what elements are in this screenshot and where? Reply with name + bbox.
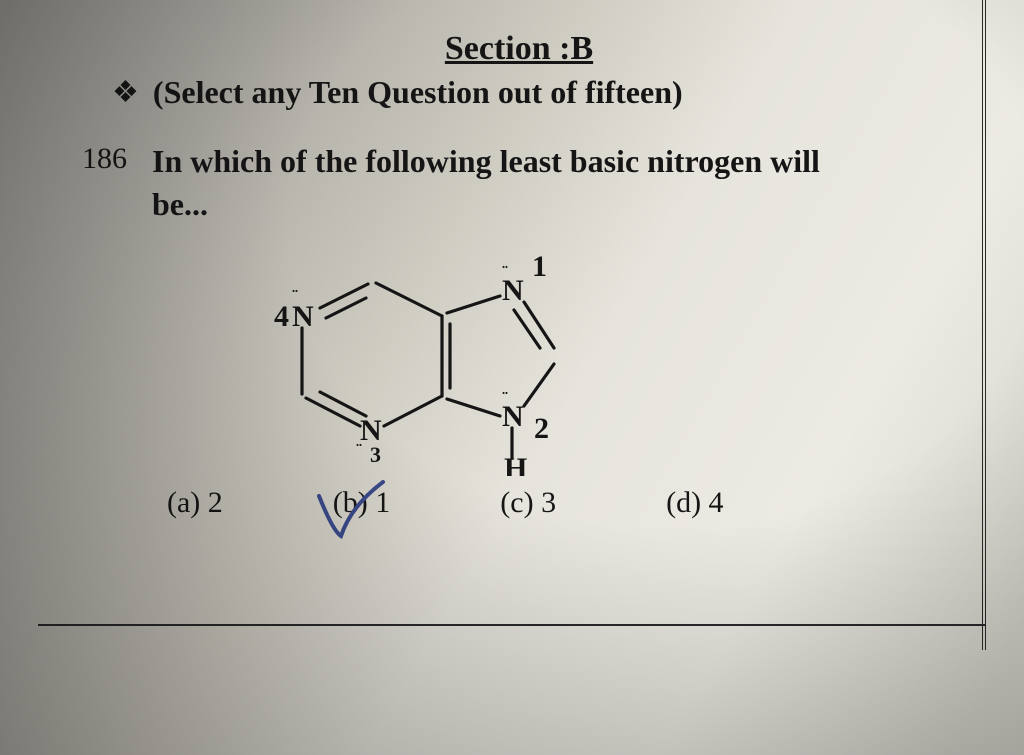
option-a[interactable]: (a) 2 xyxy=(167,486,223,520)
label-1: 1 xyxy=(532,250,547,283)
svg-text:¨: ¨ xyxy=(292,286,301,306)
instruction-row: ❖ (Select any Ten Question out of fiftee… xyxy=(112,74,956,112)
options-row: (a) 2 (b) 1 (c) 3 (d) 4 xyxy=(167,486,956,520)
svg-text:¨: ¨ xyxy=(356,440,365,460)
option-a-label: (a) 2 xyxy=(167,486,223,519)
question-number: 186 xyxy=(82,140,152,176)
page: Section :B ❖ (Select any Ten Question ou… xyxy=(46,0,986,650)
question-row: 186 In which of the following least basi… xyxy=(82,140,956,226)
label-2: 2 xyxy=(534,412,549,445)
option-b-label: (b) 1 xyxy=(333,486,390,519)
molecule-structure: 4 N ¨ N ¨ 1 N ¨ 2 H N 3 ¨ xyxy=(242,236,602,476)
label-4: 4 xyxy=(274,300,289,333)
question-text: In which of the following least basic ni… xyxy=(152,140,820,226)
bullet-icon: ❖ xyxy=(112,74,139,112)
svg-text:¨: ¨ xyxy=(502,388,511,408)
option-d[interactable]: (d) 4 xyxy=(666,486,723,520)
divider-bottom xyxy=(38,624,986,626)
question-line-1: In which of the following least basic ni… xyxy=(152,140,820,183)
label-3: 3 xyxy=(370,442,381,467)
option-b[interactable]: (b) 1 xyxy=(333,486,390,520)
option-d-label: (d) 4 xyxy=(666,486,723,519)
section-title: Section :B xyxy=(82,30,956,68)
label-h: H xyxy=(504,452,527,476)
option-c-label: (c) 3 xyxy=(500,486,556,519)
question-line-2: be... xyxy=(152,183,820,226)
option-c[interactable]: (c) 3 xyxy=(500,486,556,520)
instruction-text: (Select any Ten Question out of fifteen) xyxy=(153,74,683,111)
svg-text:¨: ¨ xyxy=(502,262,511,282)
